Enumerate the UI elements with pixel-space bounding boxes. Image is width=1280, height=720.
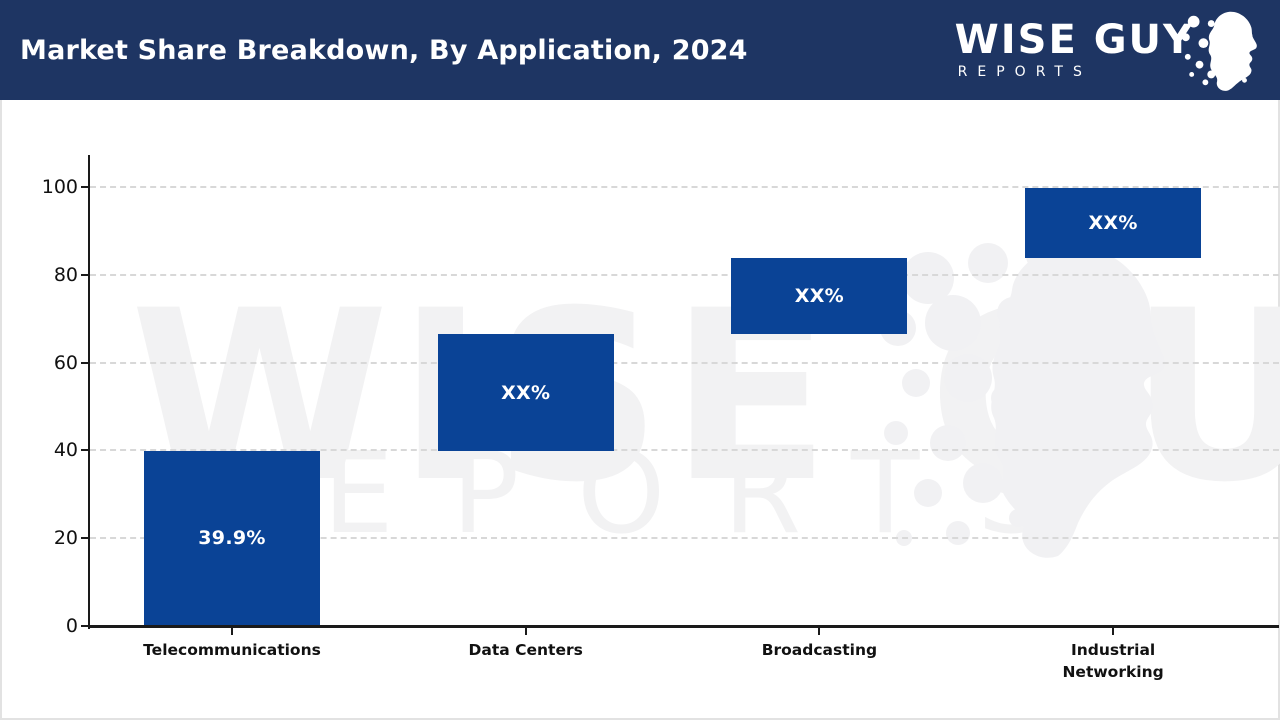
watermark-head-icon xyxy=(880,242,1166,558)
x-tick-1 xyxy=(524,628,527,635)
x-tick-0 xyxy=(231,628,233,635)
y-tick-label-20: 20 xyxy=(53,527,78,550)
y-axis xyxy=(88,155,90,629)
y-tick-100 xyxy=(81,186,88,189)
page-title: Market Share Breakdown, By Application, … xyxy=(20,34,748,66)
bar-data-centers: XX% xyxy=(437,334,614,451)
bar-value-label: XX% xyxy=(794,285,845,308)
y-tick-label-80: 80 xyxy=(53,263,78,286)
x-label-2: Broadcasting xyxy=(761,641,878,659)
gridline-60 xyxy=(90,361,1279,364)
x-tick-3 xyxy=(1112,628,1115,635)
bar-industrial-networking: XX% xyxy=(1025,187,1202,258)
y-tick-0 xyxy=(81,625,88,627)
bar-value-label: XX% xyxy=(1088,211,1138,234)
y-tick-60 xyxy=(81,361,88,364)
x-label-0: Telecommunications xyxy=(143,641,321,659)
wiseguy-head-icon xyxy=(1181,11,1257,91)
x-tick-2 xyxy=(818,628,821,635)
wiseguy-logo: WISE GUY REPORTS xyxy=(955,6,1266,94)
bar-broadcasting: XX% xyxy=(731,257,908,335)
x-label-3: Industrial Networking xyxy=(1062,641,1164,681)
y-tick-label-100: 100 xyxy=(41,176,78,199)
plot: 0 20 40 60 80 100 39.9% Telecommunications XX% Da… xyxy=(2,100,1279,718)
header-bar: Market Share Breakdown, By Application, … xyxy=(0,0,1280,100)
gridline-40 xyxy=(90,449,1279,452)
y-tick-label-0: 0 xyxy=(65,615,78,637)
bar-telecommunications: 39.9% xyxy=(144,450,320,626)
logo-wordmark: WISE GUY xyxy=(954,17,1194,63)
logo-subtitle: REPORTS xyxy=(957,64,1092,80)
gridline-100 xyxy=(90,186,1279,189)
bar-value-label: XX% xyxy=(501,381,551,404)
chart-area: WISE GUY REPORTS 02040608010039.9%Teleco… xyxy=(0,100,1280,720)
y-tick-label-60: 60 xyxy=(53,351,78,374)
y-tick-80 xyxy=(81,273,88,276)
gridline-80 xyxy=(90,273,1279,276)
gridline-20 xyxy=(90,537,1279,540)
bar-value-label: 39.9% xyxy=(198,527,266,550)
wiseguy-logo-text: WISE GUY REPORTS xyxy=(955,20,1194,80)
y-tick-20 xyxy=(81,537,88,540)
x-axis xyxy=(88,625,1279,628)
x-label-1: Data Centers xyxy=(468,641,583,659)
y-tick-label-40: 40 xyxy=(53,439,78,462)
y-tick-40 xyxy=(81,449,88,452)
